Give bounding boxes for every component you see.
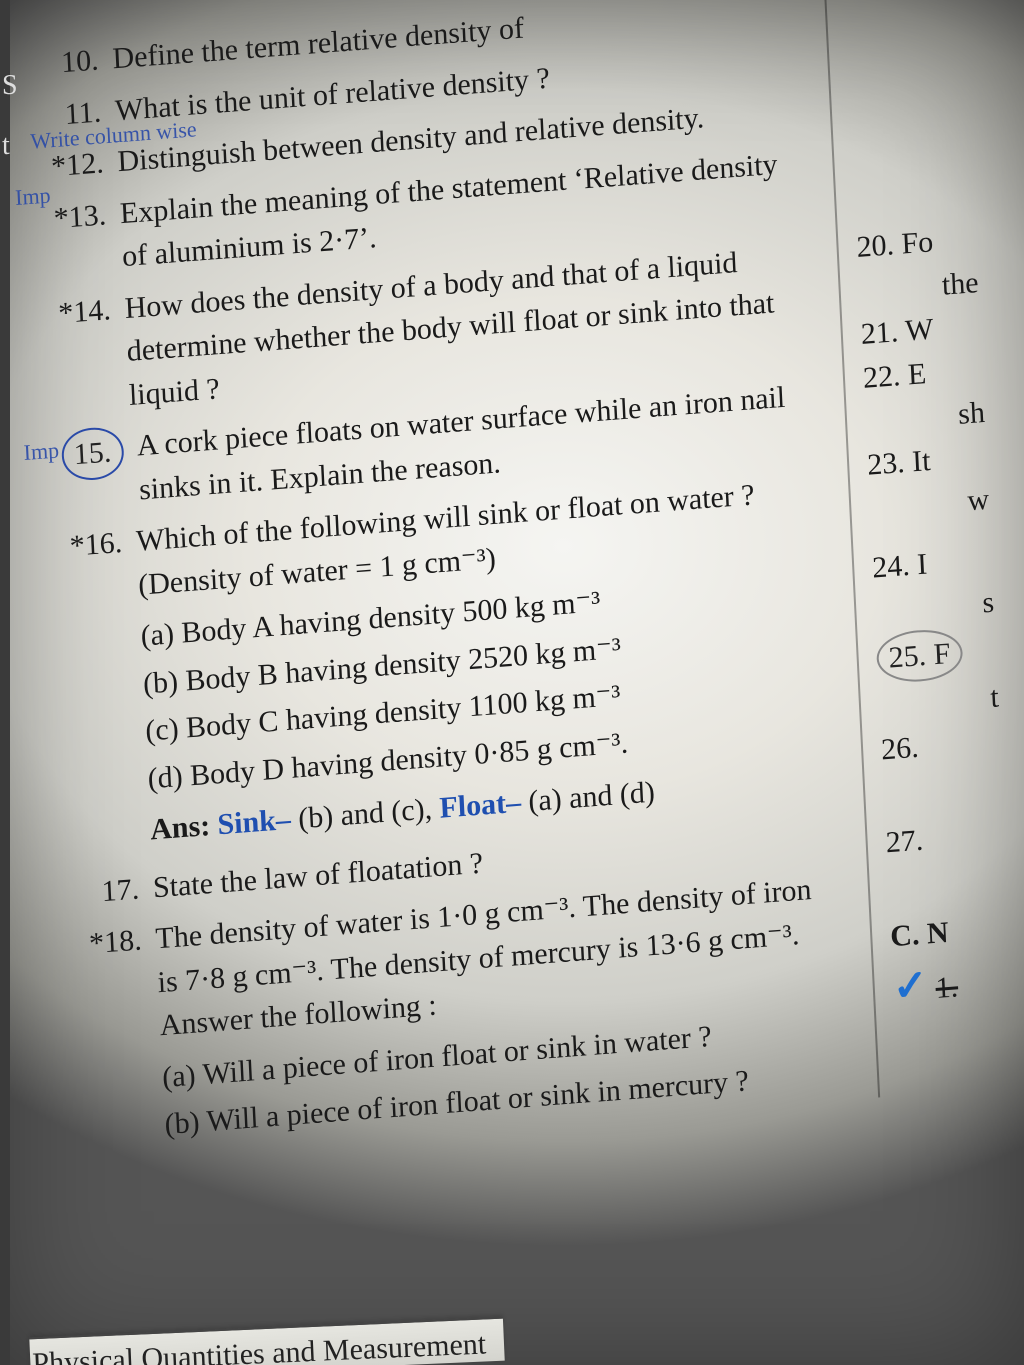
q10-num: 10. (42, 38, 100, 86)
left-column: 10. Define the term relative density of … (41, 0, 858, 1156)
ans-prefix: Ans: (149, 808, 218, 846)
ans-float-vals: (a) and (d) (528, 776, 656, 818)
q15-num: 15. (61, 426, 127, 518)
q13-hand-mark: Imp (14, 179, 51, 214)
q17-num: 17. (82, 867, 140, 915)
r20b: the (858, 261, 980, 313)
r23b: w (868, 478, 990, 530)
ans-sink-label: Sink– (217, 803, 292, 841)
r25: 25. F (875, 624, 997, 684)
r1: 1. (935, 970, 959, 1005)
q14-num: *14. (54, 288, 116, 423)
q15-hand-mark: Imp (23, 434, 60, 469)
q16-num: *16. (65, 521, 125, 612)
r22b: sh (864, 391, 986, 443)
r1-row: ✓ 1. (891, 949, 1014, 1019)
ans-float-label: Float– (439, 786, 522, 825)
ans-sink-vals: (b) and (c), (297, 792, 440, 836)
tick-icon: ✓ (892, 963, 929, 1012)
q18-num: *18. (85, 918, 147, 1053)
right-column: 20. Fo the 21. W 22. E sh 23. It w 24. I… (823, 0, 1017, 1097)
page-content: 10. Define the term relative density of … (0, 0, 1024, 1365)
q13-num: *13. (49, 193, 109, 284)
